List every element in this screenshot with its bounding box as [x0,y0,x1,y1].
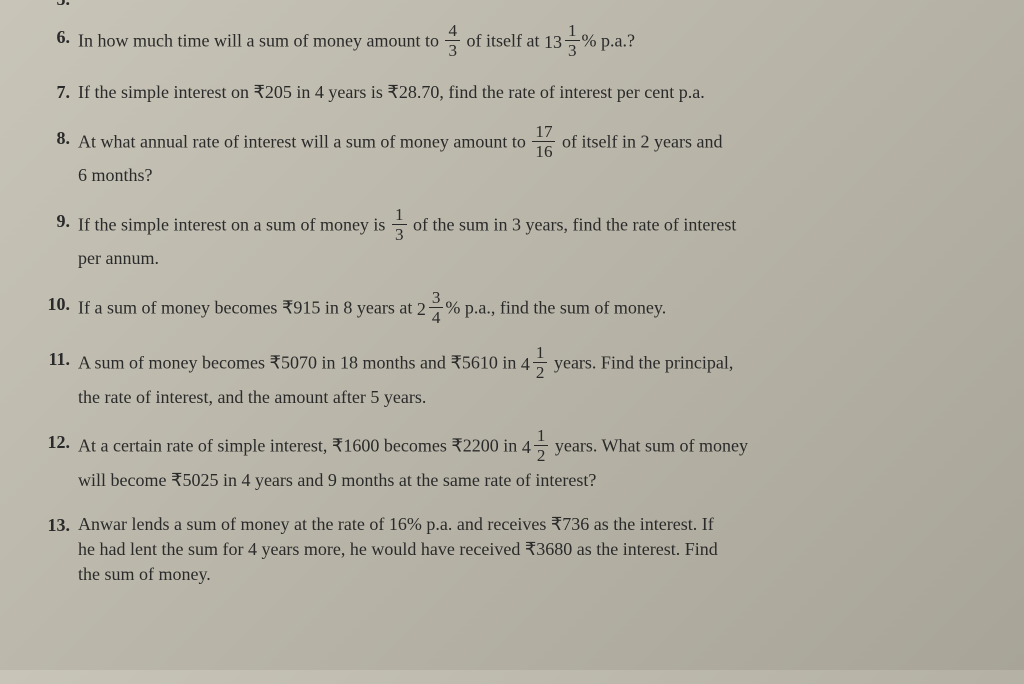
rupee-symbol: ₹ [525,539,536,559]
text: he had lent the sum for 4 years more, he… [78,539,525,559]
question-9: 9. If the simple interest on a sum of mo… [36,208,974,273]
exercise-page: 5. 6. In how much time will a sum of mon… [0,0,1024,587]
text: in [499,436,522,456]
text: , find the rate of interest per cent p.a… [439,82,704,102]
question-body: If the simple interest on ₹205 in 4 year… [78,79,974,107]
question-11: 11. A sum of money becomes ₹5070 in 18 m… [36,346,974,411]
rupee-symbol: ₹ [451,436,462,456]
question-body: If a sum of money becomes ₹915 in 8 year… [78,291,974,328]
question-number: 5. [36,0,78,14]
amount: 205 [265,82,292,102]
text: in 8 years at [320,298,416,318]
mixed-fraction: 234 [417,298,446,318]
mixed-fraction: 412 [522,436,551,456]
question-number: 8. [36,125,78,153]
text: as the interest. Find [572,539,717,559]
rupee-symbol: ₹ [387,82,398,102]
mixed-fraction: 1313 [544,31,582,51]
text: in 4 years is [292,82,387,102]
amount: 2200 [463,436,499,456]
fraction: 43 [445,22,460,59]
question-body: A sum of money becomes ₹5070 in 18 month… [78,346,974,411]
question-number: 10. [36,291,78,319]
text: If a sum of money becomes [78,298,282,318]
text: becomes [379,436,451,456]
question-body: In how much time will a sum of money amo… [78,24,974,61]
text: In how much time will a sum of money amo… [78,31,443,51]
amount: 5025 [182,470,218,490]
text: % p.a., find the sum of money. [445,298,666,318]
question-12: 12. At a certain rate of simple interest… [36,429,974,494]
question-body: If the simple interest on a sum of money… [78,208,974,273]
fraction: 13 [392,206,407,243]
rupee-symbol: ₹ [269,353,280,373]
text: the sum of money. [78,564,211,584]
rupee-symbol: ₹ [450,353,461,373]
question-number: 13. [36,512,78,540]
rupee-symbol: ₹ [282,298,293,318]
text: % p.a.? [582,31,635,51]
text: If the simple interest on a sum of money… [78,215,390,235]
text: of itself at [462,31,544,51]
question-body: At what annual rate of interest will a s… [78,125,974,190]
text: A sum of money becomes [78,353,269,373]
rupee-symbol: ₹ [551,514,562,534]
question-13: 13. Anwar lends a sum of money at the ra… [36,512,974,586]
text: years. What sum of money [550,436,748,456]
question-number: 9. [36,208,78,236]
text: At a certain rate of simple interest, [78,436,332,456]
amount: 1600 [343,436,379,456]
mixed-fraction: 412 [521,353,550,373]
text: per annum. [78,248,159,268]
fraction: 1716 [532,123,555,160]
text: in 18 months and [317,353,451,373]
question-number: 7. [36,79,78,107]
question-5-cut: 5. [36,0,974,14]
text: Anwar lends a sum of money at the rate o… [78,514,551,534]
rupee-symbol: ₹ [332,436,343,456]
amount: 736 [562,514,589,534]
text: of itself in 2 years and [557,132,722,152]
question-body: Anwar lends a sum of money at the rate o… [78,512,974,586]
amount: 915 [293,298,320,318]
text: At what annual rate of interest will a s… [78,132,530,152]
text: of the sum in 3 years, find the rate of … [409,215,737,235]
question-number: 12. [36,429,78,457]
amount: 28.70 [399,82,440,102]
question-number: 11. [36,346,78,374]
text: will become [78,470,171,490]
text: the rate of interest, and the amount aft… [78,387,426,407]
text: as the interest. If [589,514,713,534]
rupee-symbol: ₹ [253,82,264,102]
text: years. Find the principal, [549,353,733,373]
amount: 3680 [536,539,572,559]
question-10: 10. If a sum of money becomes ₹915 in 8 … [36,291,974,328]
text: in [498,353,521,373]
amount: 5610 [462,353,498,373]
text: in 4 years and 9 months at the same rate… [218,470,596,490]
question-6: 6. In how much time will a sum of money … [36,24,974,61]
question-number: 6. [36,24,78,52]
rupee-symbol: ₹ [171,470,182,490]
question-8: 8. At what annual rate of interest will … [36,125,974,190]
question-7: 7. If the simple interest on ₹205 in 4 y… [36,79,974,107]
amount: 5070 [281,353,317,373]
text: 6 months? [78,165,153,185]
text: If the simple interest on [78,82,253,102]
question-body: At a certain rate of simple interest, ₹1… [78,429,974,494]
